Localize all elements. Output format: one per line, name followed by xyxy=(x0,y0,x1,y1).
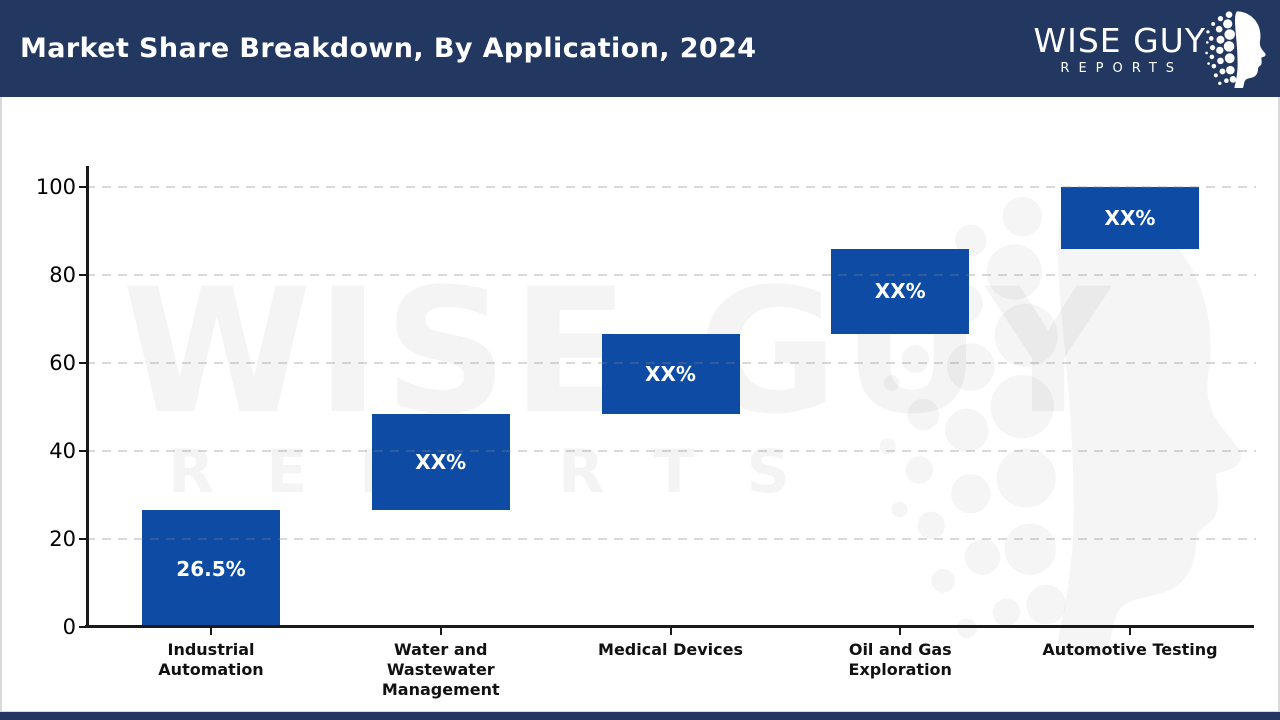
y-tick-label: 60 xyxy=(49,351,76,375)
x-axis-line xyxy=(85,625,1254,628)
waterfall-bar: XX% xyxy=(371,413,510,511)
y-tick-label: 20 xyxy=(49,527,76,551)
y-tick-label: 0 xyxy=(62,615,76,639)
y-tick-mark xyxy=(79,274,87,276)
x-tick-mark xyxy=(439,628,442,635)
x-tick-mark xyxy=(899,628,902,635)
y-tick-mark xyxy=(79,450,87,452)
x-tick-label: Industrial Automation xyxy=(158,640,264,679)
x-tick-mark xyxy=(669,628,672,635)
x-tick-label: Water and Wastewater Management xyxy=(381,640,500,699)
waterfall-bar: XX% xyxy=(601,334,740,414)
waterfall-bar: 26.5% xyxy=(142,510,280,627)
x-tick-label: Medical Devices xyxy=(598,640,743,659)
chart-canvas xyxy=(0,97,1280,712)
brand-logo: WISE GUY REPORTS xyxy=(1033,6,1266,92)
x-tick-label: Automotive Testing xyxy=(1042,640,1218,659)
y-tick-label: 100 xyxy=(35,175,76,199)
waterfall-bar: XX% xyxy=(831,248,970,335)
y-tick-label: 40 xyxy=(49,439,76,463)
x-tick-mark xyxy=(210,628,212,635)
y-tick-mark xyxy=(79,626,87,628)
page-title: Market Share Breakdown, By Application, … xyxy=(20,33,757,64)
y-axis-line xyxy=(86,166,89,628)
y-tick-label: 80 xyxy=(49,263,76,287)
brand-subtitle: REPORTS xyxy=(1060,60,1184,76)
brand-logo-text: WISE GUY REPORTS xyxy=(1033,20,1206,76)
footer-bar xyxy=(0,712,1280,720)
x-tick-label: Oil and Gas Exploration xyxy=(848,640,952,679)
x-tick-mark xyxy=(1129,628,1131,635)
brand-name: WISE GUY xyxy=(1033,20,1206,60)
gridline xyxy=(86,362,1256,364)
face-profile-icon xyxy=(1205,11,1266,88)
y-tick-mark xyxy=(79,538,87,540)
waterfall-bar: XX% xyxy=(1061,187,1199,249)
y-tick-mark xyxy=(79,362,87,364)
bar-value-label: XX% xyxy=(415,449,467,474)
y-tick-mark xyxy=(79,186,87,188)
bar-value-label: XX% xyxy=(1104,205,1156,230)
bar-value-label: XX% xyxy=(874,279,926,304)
bar-value-label: XX% xyxy=(645,361,696,386)
bar-value-label: 26.5% xyxy=(176,556,246,581)
gridline xyxy=(86,538,1256,540)
header-bar: Market Share Breakdown, By Application, … xyxy=(0,0,1280,97)
gridline xyxy=(86,450,1256,452)
gridline xyxy=(86,186,1256,188)
gridline xyxy=(86,274,1256,276)
